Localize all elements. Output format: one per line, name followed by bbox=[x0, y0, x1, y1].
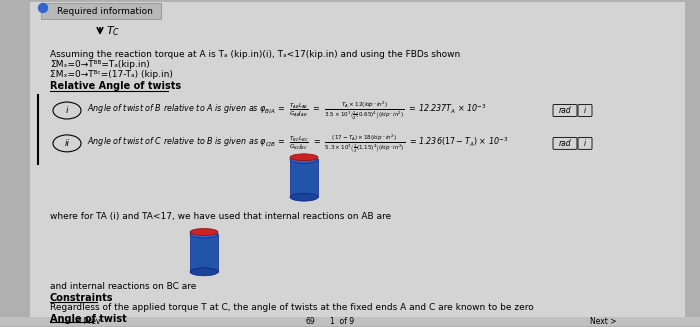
Text: i: i bbox=[66, 106, 69, 115]
Text: and internal reactions on BC are: and internal reactions on BC are bbox=[50, 282, 197, 291]
FancyBboxPatch shape bbox=[553, 105, 577, 116]
Text: ii: ii bbox=[64, 139, 69, 148]
Text: Angle of twist of B relative to A is given as $\varphi_{B/A}$ =  $\frac{T_{AB}L_: Angle of twist of B relative to A is giv… bbox=[87, 99, 486, 122]
Text: Constraints: Constraints bbox=[50, 293, 113, 303]
FancyBboxPatch shape bbox=[578, 137, 592, 149]
Ellipse shape bbox=[190, 229, 218, 235]
Text: rad: rad bbox=[559, 106, 571, 115]
FancyBboxPatch shape bbox=[30, 2, 685, 320]
Text: where for TA (i) and TA<17, we have used that internal reactions on AB are: where for TA (i) and TA<17, we have used… bbox=[50, 212, 391, 221]
Text: 69: 69 bbox=[305, 317, 315, 326]
Text: Assuming the reaction torque at A is Tₐ (kip.in)(i), Tₐ<17(kip.in) and using the: Assuming the reaction torque at A is Tₐ … bbox=[50, 50, 461, 59]
FancyBboxPatch shape bbox=[553, 137, 577, 149]
Text: Required information: Required information bbox=[57, 8, 153, 16]
FancyBboxPatch shape bbox=[578, 105, 592, 116]
Text: Angle of twist of C relative to B is given as $\varphi_{C/B}$ =  $\frac{T_{BC}L_: Angle of twist of C relative to B is giv… bbox=[87, 132, 508, 155]
Text: i: i bbox=[584, 106, 586, 115]
Text: Relative Angle of twists: Relative Angle of twists bbox=[50, 81, 181, 91]
Bar bbox=[290, 159, 318, 197]
Ellipse shape bbox=[190, 268, 218, 276]
Circle shape bbox=[38, 4, 48, 12]
Text: rad: rad bbox=[559, 139, 571, 148]
Text: 1  of 9: 1 of 9 bbox=[330, 317, 354, 326]
Text: $T_C$: $T_C$ bbox=[106, 24, 120, 38]
Ellipse shape bbox=[290, 154, 318, 161]
Text: ΣMₓ=0→Tᴮᴮ=Tₐ(kip.in): ΣMₓ=0→Tᴮᴮ=Tₐ(kip.in) bbox=[50, 60, 150, 69]
Text: Regardless of the applied torque T at C, the angle of twists at the fixed ends A: Regardless of the applied torque T at C,… bbox=[50, 303, 533, 312]
Text: Angle of twist: Angle of twist bbox=[50, 314, 127, 324]
Ellipse shape bbox=[290, 193, 318, 201]
FancyBboxPatch shape bbox=[41, 3, 161, 19]
FancyBboxPatch shape bbox=[0, 317, 700, 326]
Text: Next >: Next > bbox=[590, 317, 617, 326]
Ellipse shape bbox=[53, 135, 81, 152]
Text: ΣMₓ=0→Tᴮᶜ=(17-Tₐ) (kip.in): ΣMₓ=0→Tᴮᶜ=(17-Tₐ) (kip.in) bbox=[50, 70, 173, 79]
Ellipse shape bbox=[53, 102, 81, 119]
Ellipse shape bbox=[190, 230, 218, 238]
Text: < Prev: < Prev bbox=[75, 317, 100, 326]
Ellipse shape bbox=[290, 155, 318, 163]
Bar bbox=[190, 234, 218, 272]
Text: i: i bbox=[584, 139, 586, 148]
